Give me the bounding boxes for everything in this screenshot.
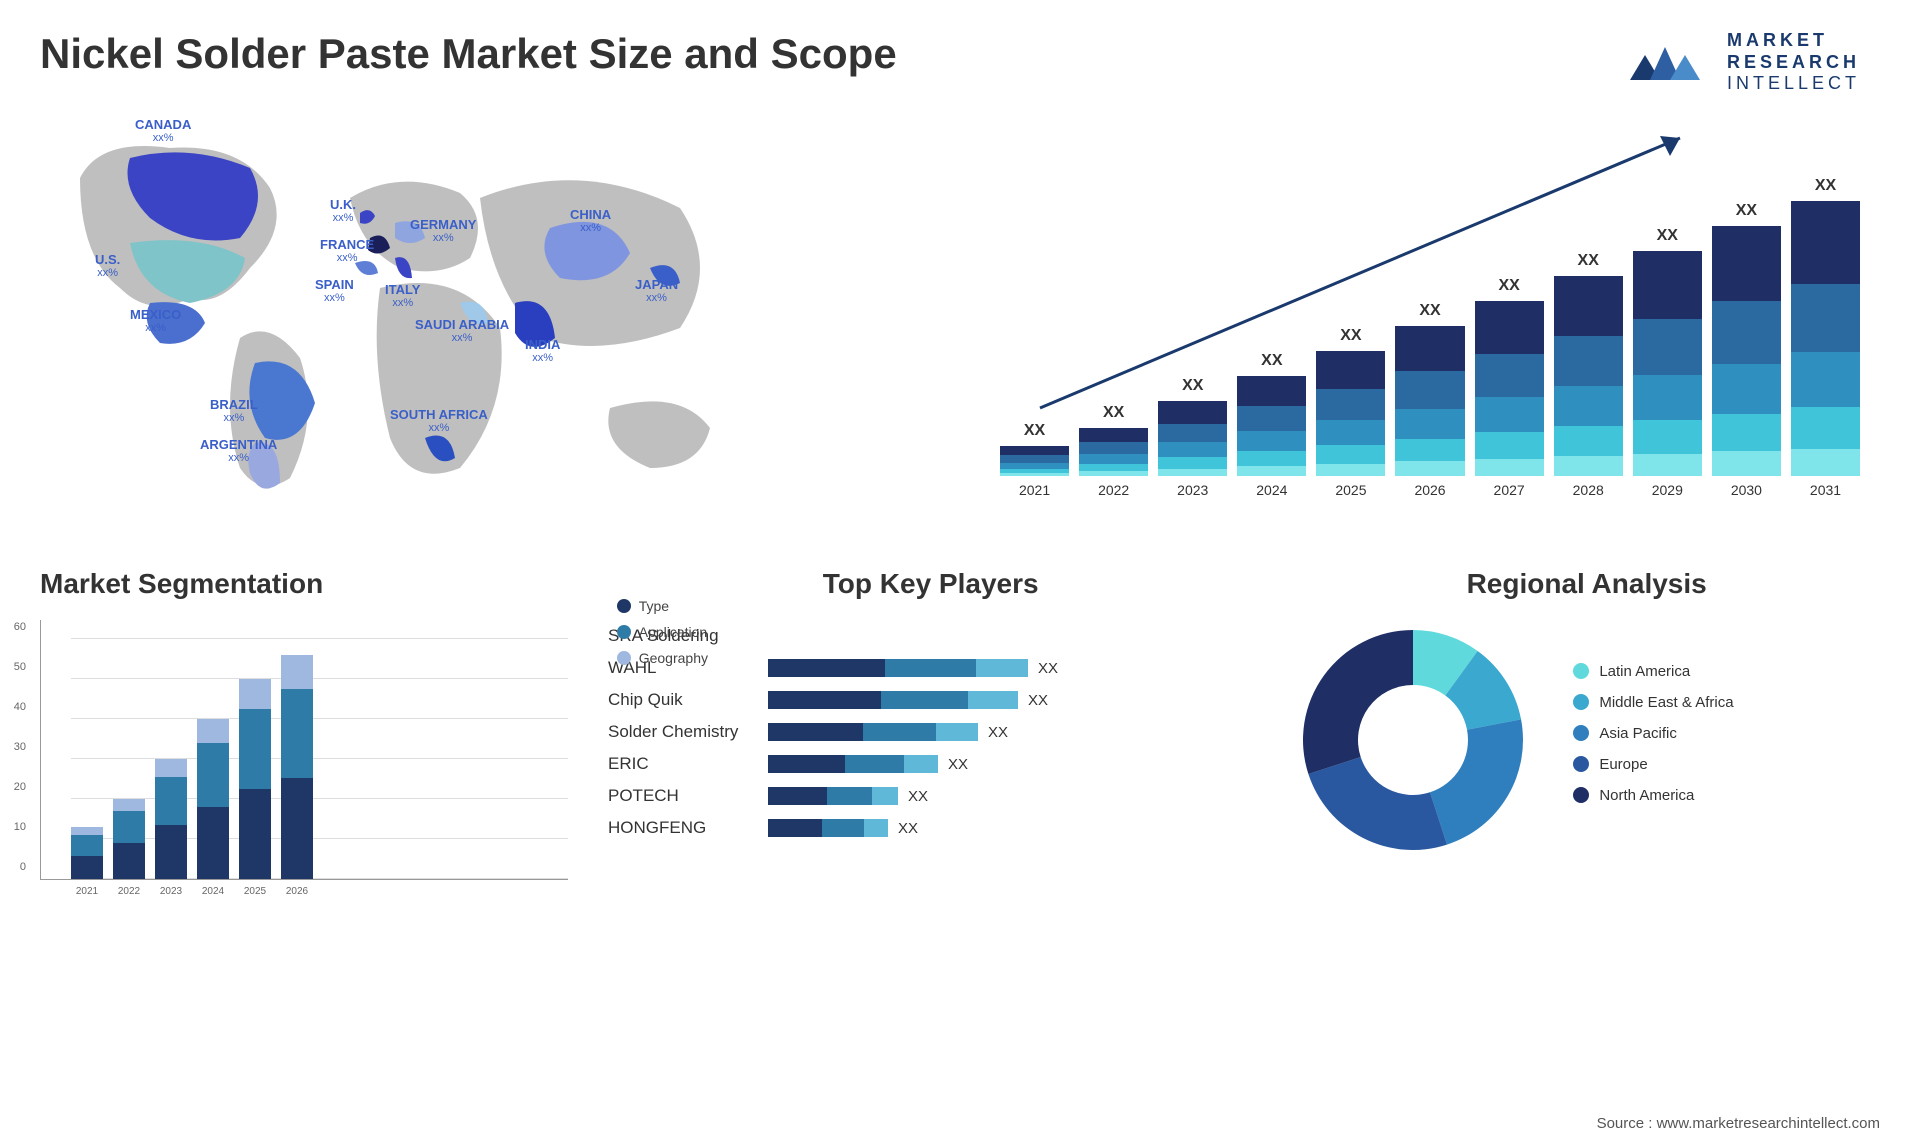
- seg-bar-2025: 2025: [239, 679, 271, 879]
- seg-legend-geography: Geography: [617, 650, 708, 666]
- logo-wave-icon: [1625, 35, 1715, 90]
- source-attribution: Source : www.marketresearchintellect.com: [1597, 1115, 1880, 1132]
- map-label-saudi-arabia: SAUDI ARABIAxx%: [415, 318, 509, 344]
- growth-col-2031: XX2031: [1791, 201, 1860, 498]
- segmentation-bar-chart: 0102030405060 202120222023202420252026: [40, 620, 568, 880]
- map-label-brazil: BRAZILxx%: [210, 398, 258, 424]
- regional-legend-item: Europe: [1573, 756, 1733, 773]
- growth-col-2030: XX2030: [1712, 226, 1781, 498]
- map-label-india: INDIAxx%: [525, 338, 560, 364]
- seg-bar-2024: 2024: [197, 719, 229, 879]
- player-row: [768, 620, 1253, 652]
- regional-legend: Latin America Middle East & Africa Asia Pa…: [1573, 663, 1733, 818]
- growth-col-2021: XX2021: [1000, 446, 1069, 498]
- donut-slice-asia-pacific: [1430, 719, 1523, 844]
- player-label: Solder Chemistry: [608, 716, 768, 748]
- brand-logo: MARKET RESEARCH INTELLECT: [1625, 30, 1860, 95]
- map-label-u.s.: U.S.xx%: [95, 253, 120, 279]
- map-label-argentina: ARGENTINAxx%: [200, 438, 277, 464]
- growth-col-2026: XX2026: [1395, 326, 1464, 498]
- growth-chart-panel: XX2021XX2022XX2023XX2024XX2025XX2026XX20…: [980, 108, 1880, 528]
- growth-col-2027: XX2027: [1475, 301, 1544, 498]
- players-bar-chart: XXXXXXXXXXXX: [768, 620, 1253, 844]
- donut-slice-europe: [1309, 757, 1448, 850]
- map-label-mexico: MEXICOxx%: [130, 308, 181, 334]
- seg-bar-2023: 2023: [155, 759, 187, 879]
- page-title: Nickel Solder Paste Market Size and Scop…: [40, 30, 1880, 78]
- regional-legend-item: Asia Pacific: [1573, 725, 1733, 742]
- world-map-panel: CANADAxx% U.S.xx% MEXICOxx% BRAZILxx% ARGENT…: [40, 108, 940, 528]
- growth-col-2025: XX2025: [1316, 351, 1385, 498]
- regional-donut-chart: [1293, 620, 1533, 860]
- player-label: ERIC: [608, 748, 768, 780]
- seg-legend-application: Application: [617, 624, 708, 640]
- seg-bar-2021: 2021: [71, 827, 103, 879]
- player-row: XX: [768, 812, 1253, 844]
- segmentation-legend: Type Application Geography: [617, 598, 708, 676]
- map-label-canada: CANADAxx%: [135, 118, 191, 144]
- growth-col-2029: XX2029: [1633, 251, 1702, 498]
- growth-col-2024: XX2024: [1237, 376, 1306, 498]
- growth-col-2028: XX2028: [1554, 276, 1623, 498]
- seg-legend-type: Type: [617, 598, 708, 614]
- regional-legend-item: Latin America: [1573, 663, 1733, 680]
- map-label-south-africa: SOUTH AFRICAxx%: [390, 408, 488, 434]
- growth-col-2022: XX2022: [1079, 428, 1148, 498]
- seg-bar-2026: 2026: [281, 655, 313, 879]
- donut-slice-north-america: [1303, 630, 1413, 774]
- player-label: POTECH: [608, 780, 768, 812]
- map-label-spain: SPAINxx%: [315, 278, 354, 304]
- map-label-italy: ITALYxx%: [385, 283, 420, 309]
- map-label-germany: GERMANYxx%: [410, 218, 476, 244]
- player-label: HONGFENG: [608, 812, 768, 844]
- logo-text: MARKET RESEARCH INTELLECT: [1727, 30, 1860, 95]
- player-row: XX: [768, 780, 1253, 812]
- regional-title: Regional Analysis: [1293, 568, 1880, 600]
- map-label-china: CHINAxx%: [570, 208, 611, 234]
- seg-bar-2022: 2022: [113, 799, 145, 879]
- segmentation-title: Market Segmentation: [40, 568, 568, 600]
- players-title: Top Key Players: [608, 568, 1253, 600]
- regional-legend-item: North America: [1573, 787, 1733, 804]
- player-label: Chip Quik: [608, 684, 768, 716]
- map-label-u.k.: U.K.xx%: [330, 198, 356, 224]
- player-row: XX: [768, 652, 1253, 684]
- player-row: XX: [768, 684, 1253, 716]
- map-label-france: FRANCExx%: [320, 238, 374, 264]
- regional-legend-item: Middle East & Africa: [1573, 694, 1733, 711]
- player-row: XX: [768, 716, 1253, 748]
- growth-col-2023: XX2023: [1158, 401, 1227, 498]
- map-label-japan: JAPANxx%: [635, 278, 678, 304]
- player-row: XX: [768, 748, 1253, 780]
